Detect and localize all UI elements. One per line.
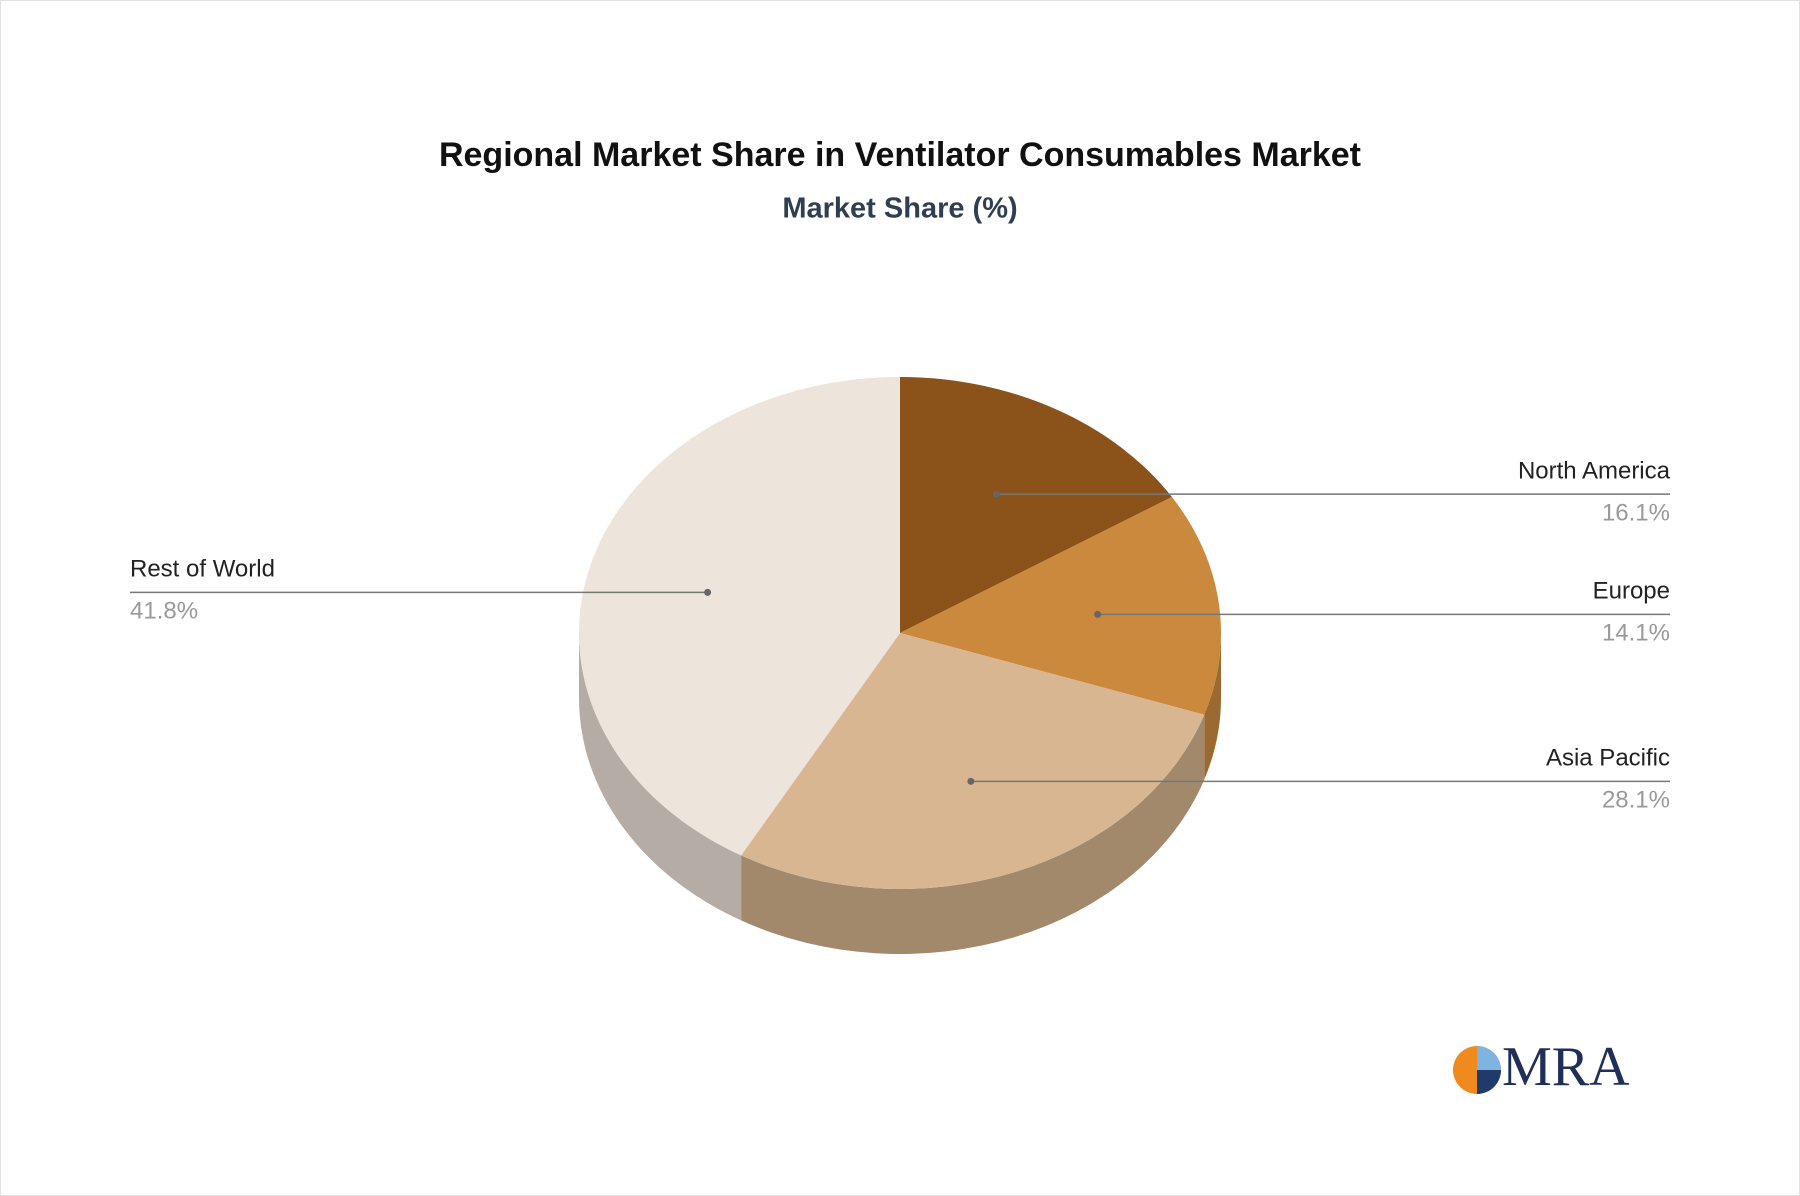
slice-value-label: 41.8%: [130, 598, 198, 625]
leader-dot: [704, 588, 712, 596]
pie-slice: [741, 633, 1205, 889]
slice-label: Europe: [1593, 578, 1670, 605]
pie-slice-side: [579, 633, 742, 921]
pie-slice-side: [1204, 633, 1221, 780]
chart-title: Regional Market Share in Ventilator Cons…: [439, 136, 1361, 174]
pie-slice: [900, 496, 1221, 715]
pie-slice-side: [741, 714, 1205, 954]
leader-dot: [967, 777, 975, 785]
slice-value-label: 14.1%: [1602, 620, 1670, 647]
pie-slice: [900, 377, 1172, 633]
leader-dot: [992, 490, 1000, 498]
slice-label: Rest of World: [130, 556, 275, 583]
leader-dot: [1094, 610, 1102, 618]
slice-label: Asia Pacific: [1546, 745, 1670, 772]
chart-subtitle: Market Share (%): [782, 193, 1017, 225]
slice-label: North America: [1518, 457, 1671, 484]
logo: MRA: [1453, 1036, 1630, 1098]
slice-value-label: 28.1%: [1602, 787, 1670, 814]
logo-icon: [1477, 1046, 1501, 1070]
logo-text: MRA: [1502, 1036, 1630, 1098]
pie-slice: [579, 377, 900, 856]
slice-value-label: 16.1%: [1602, 499, 1670, 526]
logo-icon: [1477, 1070, 1501, 1094]
